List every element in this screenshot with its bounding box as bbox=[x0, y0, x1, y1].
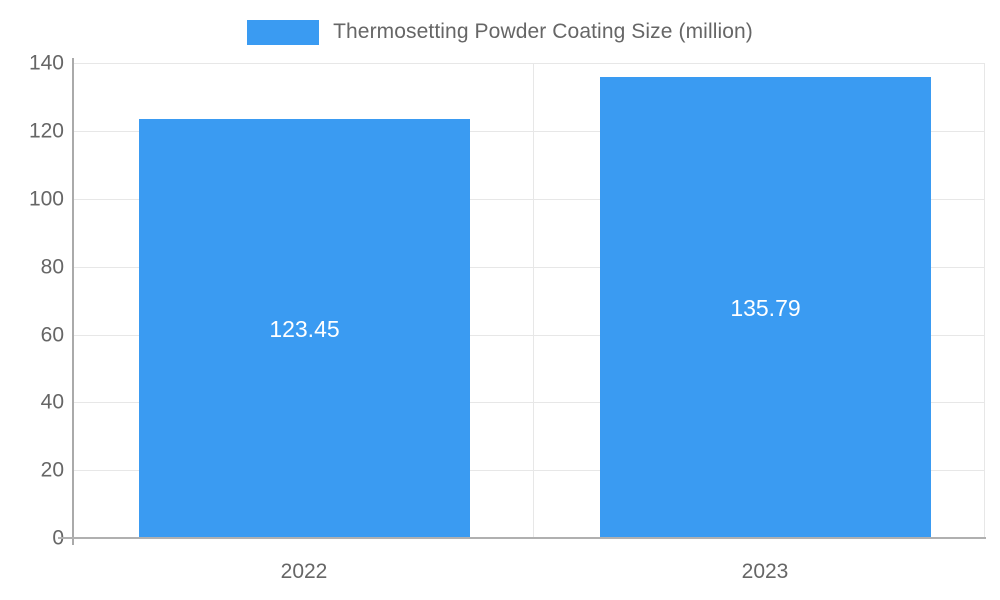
legend-item-thermosetting-powder-coating-size[interactable]: Thermosetting Powder Coating Size (milli… bbox=[247, 19, 753, 45]
y-axis-line bbox=[72, 58, 74, 545]
bar-value-label-2022: 123.45 bbox=[269, 316, 340, 342]
y-axis-tick-60: 60 bbox=[40, 323, 64, 347]
gridline-category-divider bbox=[533, 63, 534, 538]
bar-2022[interactable]: 123.45 bbox=[139, 119, 470, 538]
gridline-100 bbox=[73, 199, 985, 200]
gridline-60 bbox=[73, 335, 985, 336]
gridline-80 bbox=[73, 267, 985, 268]
gridline-120 bbox=[73, 131, 985, 132]
y-axis-tick-labels: 0 20 40 60 80 100 120 140 bbox=[0, 0, 64, 600]
legend-color-swatch-icon bbox=[247, 19, 320, 45]
y-axis-tick-20: 20 bbox=[40, 458, 64, 482]
chart-legend: Thermosetting Powder Coating Size (milli… bbox=[0, 14, 1000, 50]
gridline-20 bbox=[73, 470, 985, 471]
bar-2023[interactable]: 135.79 bbox=[600, 77, 931, 538]
y-axis-tick-100: 100 bbox=[28, 187, 64, 211]
gridline-plot-right-edge bbox=[984, 63, 985, 538]
legend-item-label: Thermosetting Powder Coating Size (milli… bbox=[333, 20, 753, 43]
x-axis-line bbox=[58, 537, 986, 539]
y-axis-tick-120: 120 bbox=[28, 119, 64, 143]
gridline-40 bbox=[73, 402, 985, 403]
y-axis-tick-80: 80 bbox=[40, 255, 64, 279]
plot-area: 123.45 135.79 bbox=[73, 63, 985, 538]
y-axis-tick-40: 40 bbox=[40, 390, 64, 414]
bar-value-label-2023: 135.79 bbox=[730, 295, 801, 321]
gridline-140 bbox=[73, 63, 985, 64]
y-axis-tick-0: 0 bbox=[6, 528, 64, 549]
y-axis-tick-140: 140 bbox=[28, 51, 64, 75]
x-axis-tick-2023: 2023 bbox=[741, 560, 789, 583]
x-axis-tick-2022: 2022 bbox=[280, 560, 328, 583]
